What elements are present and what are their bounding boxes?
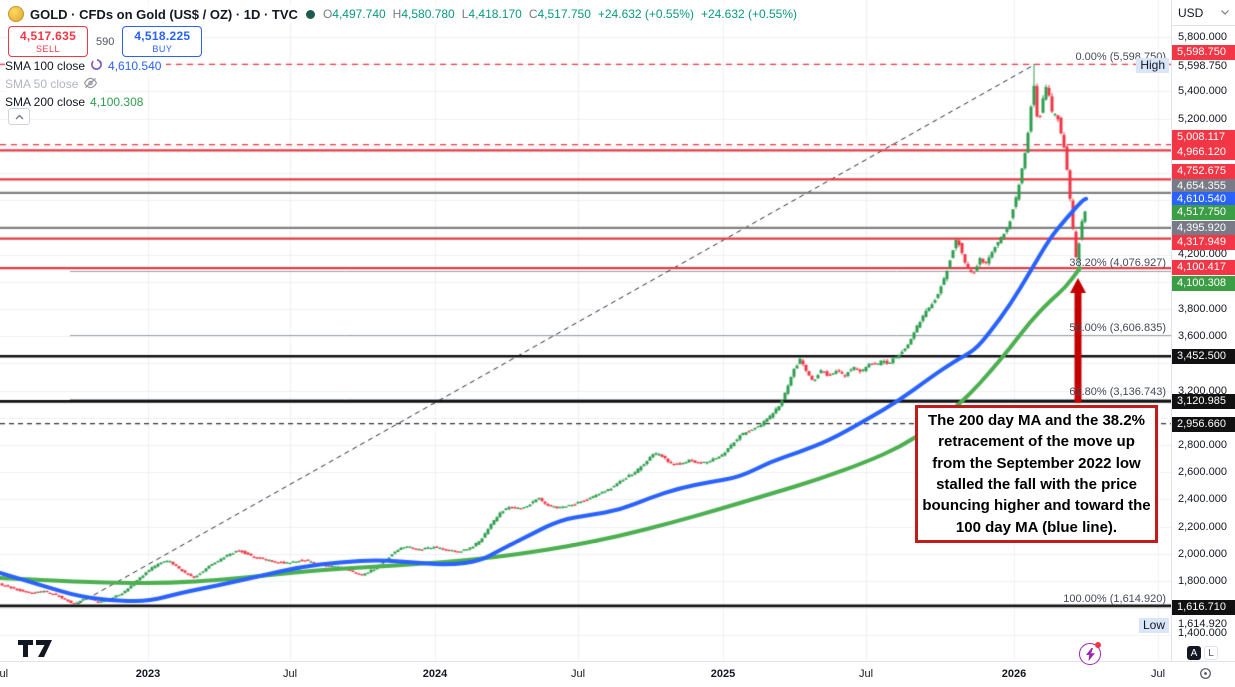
- buy-label: BUY: [152, 44, 173, 54]
- legend-sma200[interactable]: SMA 200 close 4,100.308: [5, 93, 149, 111]
- low-marker-label: Low: [1138, 618, 1169, 633]
- time-label: 2026: [1001, 668, 1027, 680]
- fib-level-label: 50.00% (3,606.835): [1069, 322, 1166, 334]
- ohlc-values: O4,497.740 H4,580.780 L4,418.170 C4,517.750…: [323, 7, 797, 21]
- lightning-icon[interactable]: [1079, 642, 1101, 665]
- price-tick: 2,800.000: [1178, 439, 1227, 451]
- ohlc-item: O4,497.740: [322, 7, 386, 21]
- price-badge: 4,752.675: [1172, 164, 1235, 179]
- legend-sma100[interactable]: SMA 100 close 4,610.540: [5, 57, 167, 75]
- price-badge: 4,395.920: [1172, 221, 1235, 236]
- sma50-name: SMA 50 close: [5, 77, 79, 91]
- trade-panel: 4,517.635 SELL 590 4,518.225 BUY: [8, 26, 203, 57]
- time-label: Jul: [0, 668, 9, 680]
- price-tick: 2,600.000: [1178, 466, 1227, 478]
- price-badge: 4,317.949: [1172, 235, 1235, 250]
- change-value: +24.632 (+0.55%): [700, 7, 798, 21]
- sma200-name: SMA 200 close: [5, 95, 86, 109]
- ohlc-item: C4,517.750: [528, 7, 591, 21]
- time-label: Jul: [858, 668, 874, 680]
- price-badge: 4,100.417: [1172, 260, 1235, 275]
- price-badge: 3,120.985: [1172, 394, 1235, 409]
- time-label: Jul: [1150, 668, 1166, 680]
- legend-sma50[interactable]: SMA 50 close: [5, 75, 104, 93]
- price-tick: 5,200.000: [1178, 113, 1227, 125]
- sell-label: SELL: [35, 44, 61, 54]
- change-value: +24.632 (+0.55%): [597, 7, 694, 21]
- fib-level-label: 61.80% (3,136.743): [1069, 386, 1166, 398]
- price-scale[interactable]: USD 5,800.000 5,400.000 5,200.000 4,200.000…: [1171, 0, 1235, 662]
- high-marker-label: High: [1136, 58, 1169, 73]
- time-axis[interactable]: Jul 2023 Jul 2024 Jul 2025 Jul 2026 Jul: [0, 661, 1235, 687]
- price-tick: 1,800.000: [1178, 575, 1227, 587]
- buy-price: 4,518.225: [134, 29, 191, 43]
- timezone-settings-icon[interactable]: [1199, 667, 1212, 683]
- sma100-name: SMA 100 close: [5, 59, 86, 73]
- price-badge: 2,956.660: [1172, 417, 1235, 432]
- symbol-header: GOLD · CFDs on Gold (US$ / OZ) · 1D · TV…: [8, 5, 804, 23]
- price-badge: 3,452.500: [1172, 349, 1235, 364]
- time-label: Jul: [570, 668, 586, 680]
- time-label: Jul: [282, 668, 298, 680]
- ohlc-item: L4,418.170: [461, 7, 522, 21]
- buy-button[interactable]: 4,518.225 BUY: [122, 26, 203, 57]
- log-scale-button[interactable]: L: [1204, 646, 1218, 660]
- sync-icon: [90, 58, 103, 74]
- gold-instrument-icon: [8, 6, 24, 22]
- chart-area[interactable]: 0.00% (5,598.750) 38.20% (4,076.927) 50.00…: [0, 0, 1172, 662]
- price-tick: 2,400.000: [1178, 493, 1227, 505]
- auto-scale-button[interactable]: A: [1187, 646, 1201, 660]
- price-badge: 4,654.355: [1172, 179, 1235, 194]
- price-tick: 3,600.000: [1178, 330, 1227, 342]
- market-status-icon: [305, 9, 315, 19]
- chevron-up-icon: [15, 114, 23, 119]
- price-tick: 2,200.000: [1178, 521, 1227, 533]
- fib-level-label: 38.20% (4,076.927): [1069, 257, 1166, 269]
- sell-price: 4,517.635: [19, 29, 77, 43]
- symbol-title[interactable]: GOLD · CFDs on Gold (US$ / OZ) · 1D · TV…: [30, 6, 298, 22]
- currency-label: USD: [1178, 5, 1204, 20]
- price-badge: 4,610.540: [1172, 192, 1235, 207]
- price-chart-canvas[interactable]: [0, 0, 1172, 662]
- fib-level-label: 100.00% (1,614.920): [1063, 593, 1166, 605]
- price-tick: 3,800.000: [1178, 303, 1227, 315]
- currency-selector[interactable]: USD: [1172, 0, 1235, 26]
- collapse-legend-button[interactable]: [8, 108, 30, 125]
- price-badge: 1,616.710: [1172, 600, 1235, 615]
- price-tick: 2,000.000: [1178, 548, 1227, 560]
- sma200-value: 4,100.308: [90, 95, 144, 109]
- notification-dot: [1095, 642, 1101, 648]
- chevron-down-icon: [1221, 10, 1229, 15]
- price-badge: 5,008.117: [1172, 130, 1235, 145]
- tradingview-logo[interactable]: [17, 639, 53, 663]
- price-badge: 5,598.750: [1172, 45, 1235, 60]
- time-label: 2025: [710, 668, 736, 680]
- price-badge: 4,966.120: [1172, 145, 1235, 160]
- eye-off-icon[interactable]: [83, 77, 98, 92]
- price-tick: 4,200.000: [1178, 248, 1227, 260]
- annotation-callout: The 200 day MA and the 38.2% retracement…: [915, 405, 1158, 543]
- time-label: 2024: [422, 668, 448, 680]
- price-badge: 4,517.750: [1172, 205, 1235, 220]
- price-tick: 5,598.750: [1178, 60, 1227, 72]
- price-tick: 1,400.000: [1178, 627, 1227, 639]
- annotation-text: The 200 day MA and the 38.2% retracement…: [922, 412, 1151, 536]
- sma100-value: 4,610.540: [108, 59, 162, 73]
- sell-button[interactable]: 4,517.635 SELL: [8, 26, 88, 57]
- time-label: 2023: [135, 668, 161, 680]
- spread-value: 590: [96, 35, 115, 48]
- ohlc-item: H4,580.780: [392, 7, 455, 21]
- price-tick: 5,400.000: [1178, 85, 1227, 97]
- price-badge: 4,100.308: [1172, 276, 1235, 291]
- price-tick: 1,614.920: [1178, 618, 1227, 630]
- price-tick: 5,800.000: [1178, 31, 1227, 43]
